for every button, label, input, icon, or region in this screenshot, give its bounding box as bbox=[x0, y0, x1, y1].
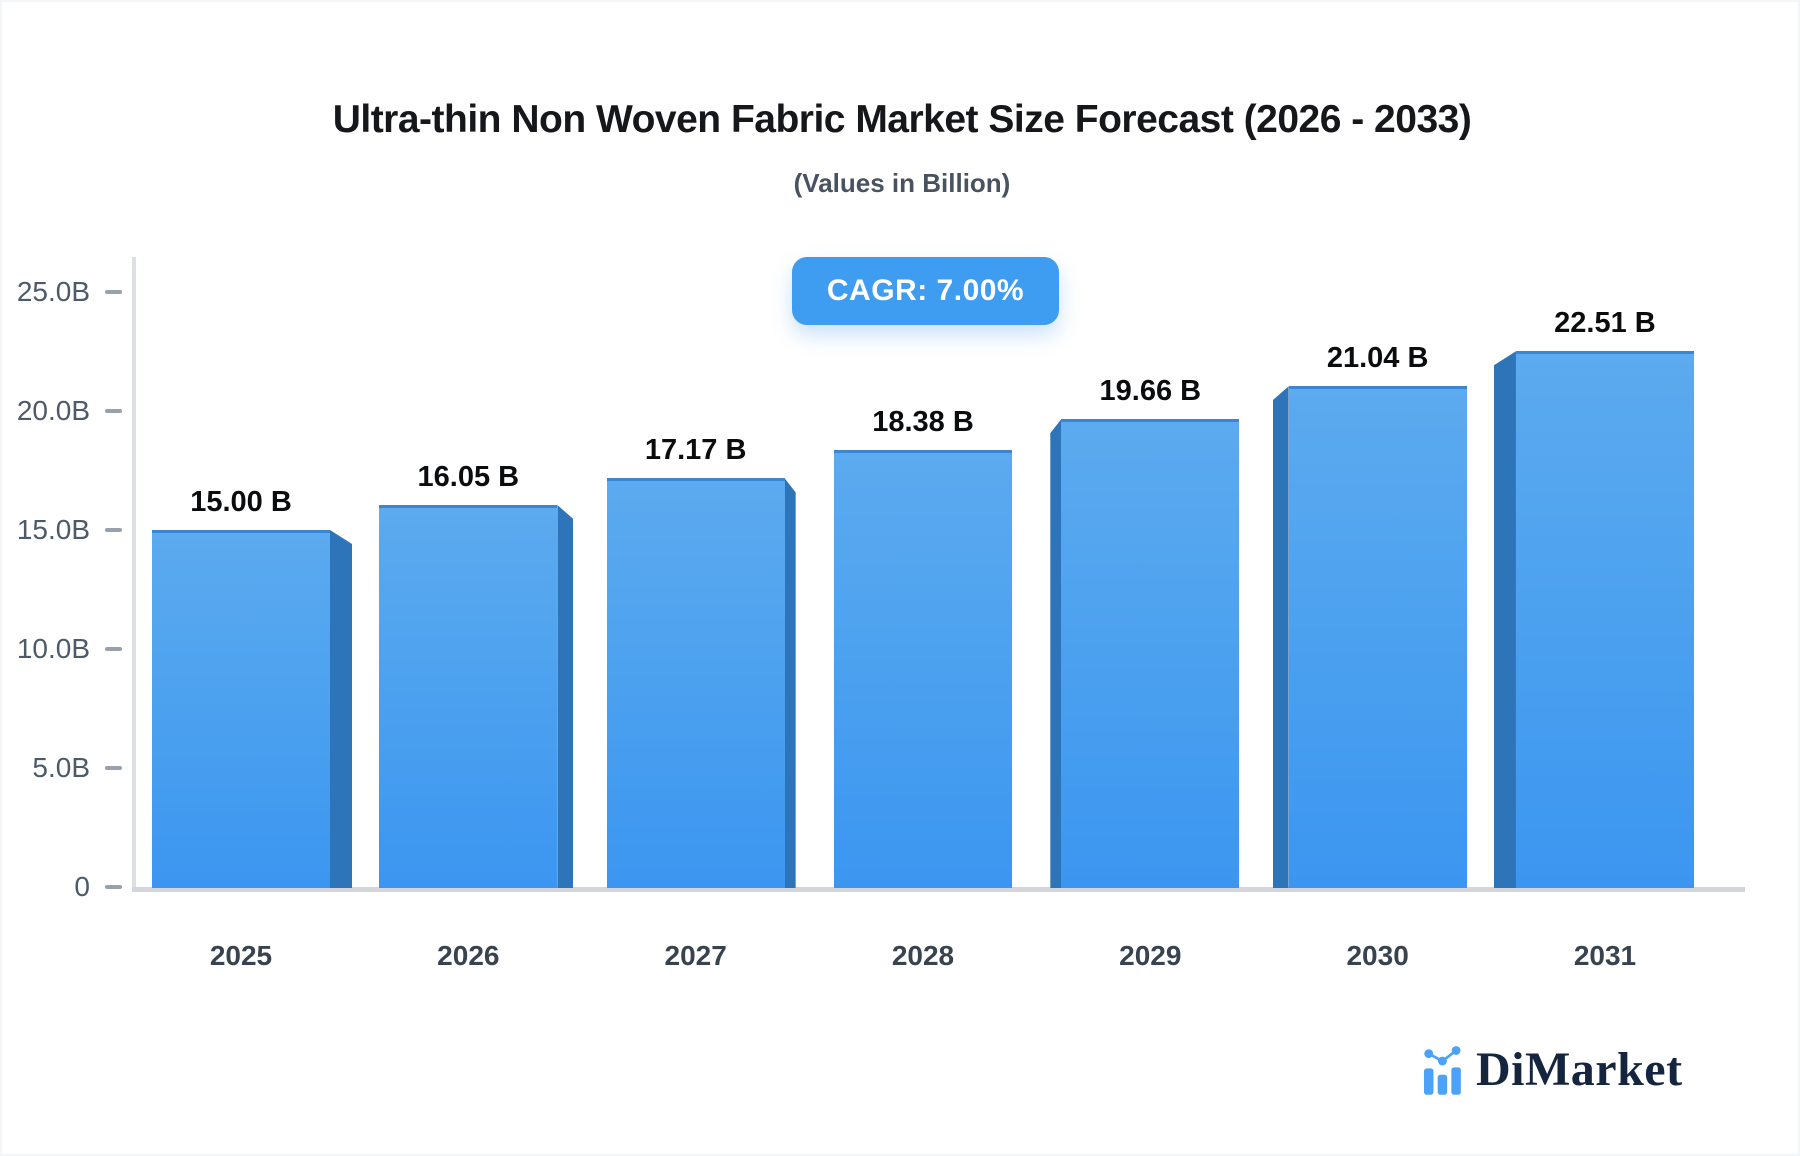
y-tick-mark bbox=[105, 885, 122, 889]
bar-value-label: 16.05 B bbox=[417, 461, 520, 493]
y-tick-label: 20.0B bbox=[16, 395, 90, 426]
bar-2026 bbox=[379, 505, 558, 888]
brand-logo: DiMarket bbox=[1424, 1042, 1683, 1097]
bar-side-3d bbox=[1272, 386, 1289, 888]
y-axis-line bbox=[132, 257, 136, 888]
bar-2031 bbox=[1515, 351, 1694, 888]
bar-side-3d bbox=[330, 530, 352, 888]
y-tick-label: 25.0B bbox=[16, 276, 90, 307]
x-tick-label: 2031 bbox=[1573, 940, 1637, 971]
x-axis-line bbox=[132, 887, 1745, 892]
bar-2030 bbox=[1288, 386, 1467, 888]
y-tick-mark bbox=[105, 647, 122, 651]
chart-subtitle: (Values in Billion) bbox=[793, 168, 1011, 198]
dimarket-logo-icon bbox=[1424, 1045, 1461, 1095]
x-tick-label: 2026 bbox=[437, 940, 500, 971]
bar-side-3d bbox=[557, 505, 574, 888]
bar-value-label: 15.00 B bbox=[190, 486, 292, 518]
cagr-badge-label: CAGR: 7.00% bbox=[826, 274, 1025, 307]
bar-value-label: 19.66 B bbox=[1099, 375, 1202, 408]
bar-2029 bbox=[1061, 419, 1240, 888]
y-tick-label: 0 bbox=[74, 871, 90, 902]
bar-side-3d bbox=[1493, 351, 1516, 888]
bar-value-label: 18.38 B bbox=[872, 405, 974, 438]
x-tick-label: 2029 bbox=[1119, 940, 1182, 971]
y-tick-mark bbox=[105, 409, 122, 413]
y-tick-label: 15.0B bbox=[16, 514, 90, 545]
bar-2027 bbox=[606, 478, 785, 888]
bar-value-label: 21.04 B bbox=[1326, 342, 1429, 375]
y-tick-mark bbox=[105, 766, 122, 770]
bar-side-3d bbox=[784, 478, 796, 888]
bar-side-3d bbox=[1050, 419, 1062, 888]
bar-value-label: 22.51 B bbox=[1554, 307, 1656, 340]
bar-2028 bbox=[833, 449, 1012, 888]
brand-name: DiMarket bbox=[1476, 1043, 1683, 1096]
cagr-badge: CAGR: 7.00% bbox=[792, 257, 1059, 325]
y-tick-label: 5.0B bbox=[32, 752, 90, 783]
y-tick-mark bbox=[105, 528, 122, 532]
x-tick-label: 2027 bbox=[664, 940, 727, 971]
x-tick-label: 2028 bbox=[891, 940, 955, 971]
bar-value-label: 17.17 B bbox=[644, 434, 747, 467]
x-tick-label: 2030 bbox=[1346, 940, 1409, 971]
y-tick-mark bbox=[105, 290, 122, 294]
y-tick-label: 10.0B bbox=[16, 633, 90, 664]
chart-title: Ultra-thin Non Woven Fabric Market Size … bbox=[332, 98, 1472, 141]
bar-2025 bbox=[152, 530, 330, 888]
x-tick-label: 2025 bbox=[209, 940, 273, 971]
